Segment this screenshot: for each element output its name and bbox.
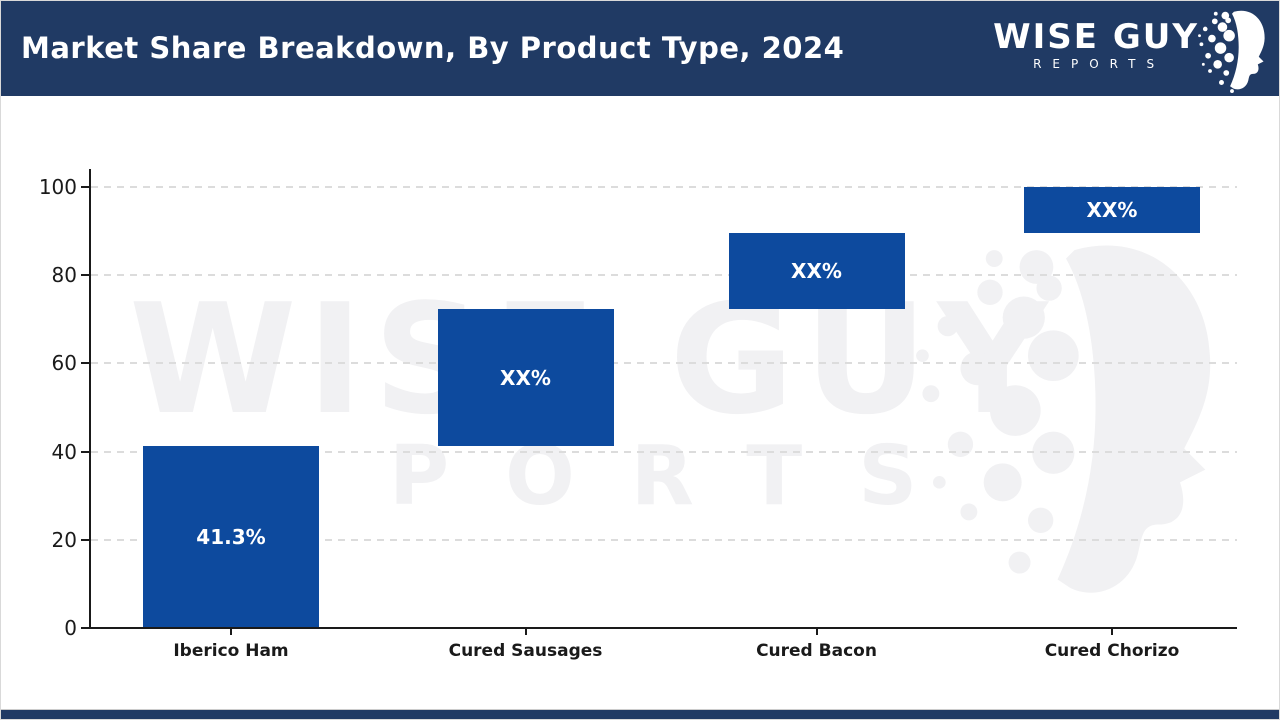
x-category-label: Cured Bacon: [756, 641, 877, 661]
bar-value-label: 41.3%: [196, 524, 266, 549]
y-tick-label: 60: [51, 351, 77, 376]
y-tick: [81, 627, 89, 629]
y-gridline: [91, 362, 1237, 365]
logo-face-icon: [1198, 10, 1265, 93]
x-category-label: Cured Chorizo: [1044, 641, 1180, 661]
logo-text: WISE GUY REPORTS: [993, 19, 1199, 71]
y-tick-label: 80: [51, 263, 77, 288]
bar: 41.3%: [143, 445, 319, 628]
y-tick-label: 0: [64, 616, 77, 640]
y-gridline: [91, 538, 1237, 541]
x-tick: [230, 629, 232, 635]
logo-subtitle: REPORTS: [1033, 57, 1166, 71]
y-axis-line: [89, 169, 91, 629]
x-tick: [1111, 629, 1113, 635]
y-gridline: [91, 450, 1237, 453]
y-tick-label: 100: [38, 175, 77, 199]
bar-value-label: XX%: [1086, 197, 1138, 222]
bar-value-label: XX%: [500, 365, 551, 390]
watermark-face-icon: [916, 245, 1211, 593]
bar: XX%: [437, 309, 614, 446]
y-tick-label: 20: [51, 527, 77, 552]
x-category-label: Iberico Ham: [173, 641, 289, 661]
x-tick: [524, 629, 527, 635]
footer-band: [1, 710, 1279, 719]
y-tick: [81, 186, 89, 188]
wise-guy-logo: WISE GUY REPORTS: [993, 5, 1271, 93]
y-gridline: [91, 274, 1237, 277]
y-gridline: [91, 186, 1237, 188]
x-axis-line: [89, 627, 1237, 629]
y-tick: [81, 538, 89, 541]
y-tick: [81, 274, 89, 277]
logo-wordmark: WISE GUY: [993, 17, 1199, 57]
y-tick: [81, 450, 89, 453]
x-tick: [815, 629, 818, 635]
y-tick: [81, 362, 89, 365]
header-band: Market Share Breakdown, By Product Type,…: [1, 1, 1279, 96]
bar-value-label: XX%: [791, 259, 842, 283]
bar: XX%: [1024, 187, 1200, 233]
footer-divider: [1, 709, 1279, 710]
page-title: Market Share Breakdown, By Product Type,…: [21, 31, 845, 65]
x-category-label: Cured Sausages: [448, 641, 603, 661]
y-tick-label: 40: [51, 439, 77, 464]
bar: XX%: [728, 232, 905, 310]
